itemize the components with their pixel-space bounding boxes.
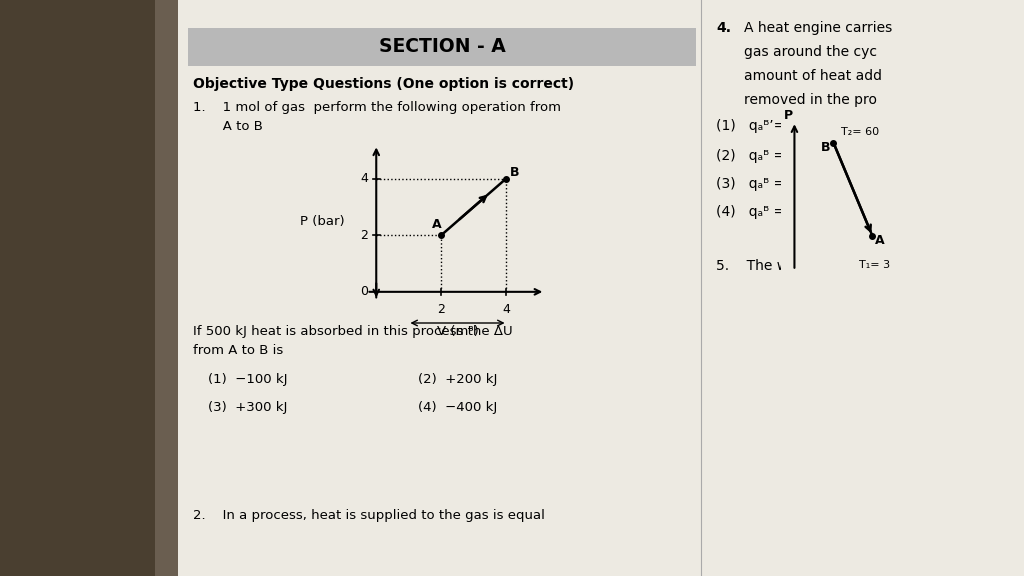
Text: 4.: 4.: [717, 21, 731, 35]
Text: 0: 0: [360, 285, 368, 298]
Text: SECTION - A: SECTION - A: [379, 37, 506, 56]
Bar: [178, 0, 1024, 576]
Text: If 500 kJ heat is absorbed in this process the ΔU: If 500 kJ heat is absorbed in this proce…: [193, 324, 513, 338]
Text: 5.    The work do: 5. The work do: [717, 259, 833, 273]
Text: 4: 4: [503, 302, 510, 316]
Text: (3)  +300 kJ: (3) +300 kJ: [208, 401, 288, 415]
Text: P: P: [784, 109, 794, 122]
Text: (1)   qₐᴮ’= 750: (1) qₐᴮ’= 750: [717, 119, 816, 133]
Text: removed in the pro: removed in the pro: [744, 93, 878, 107]
Text: 1.    1 mol of gas  perform the following operation from: 1. 1 mol of gas perform the following op…: [193, 101, 561, 115]
Text: 2.    In a process, heat is supplied to the gas is equal: 2. In a process, heat is supplied to the…: [193, 510, 545, 522]
Text: (3)   qₐᴮ = 750: (3) qₐᴮ = 750: [717, 177, 816, 191]
Text: (4)   qₐᴮ = 650: (4) qₐᴮ = 650: [717, 205, 816, 219]
Text: 4: 4: [360, 172, 368, 185]
Text: 2: 2: [360, 229, 368, 242]
Text: B: B: [820, 141, 829, 154]
Bar: [155, 0, 180, 576]
Text: (2)   qₐᴮ = 650: (2) qₐᴮ = 650: [717, 149, 816, 163]
Text: A: A: [431, 218, 441, 231]
Text: gas around the cyc: gas around the cyc: [744, 45, 878, 59]
Text: from A to B is: from A to B is: [193, 343, 284, 357]
Text: (2)  +200 kJ: (2) +200 kJ: [418, 373, 498, 385]
Text: amount of heat add: amount of heat add: [744, 69, 883, 83]
Text: (1)  −100 kJ: (1) −100 kJ: [208, 373, 288, 385]
Text: A heat engine carries: A heat engine carries: [744, 21, 893, 35]
Text: (4)  −400 kJ: (4) −400 kJ: [418, 401, 498, 415]
Text: T₁= 3: T₁= 3: [859, 260, 891, 270]
Text: A to B: A to B: [193, 119, 263, 132]
Text: B: B: [510, 166, 519, 179]
Text: 2: 2: [437, 302, 445, 316]
Bar: [188, 28, 696, 66]
Text: T₂= 60: T₂= 60: [842, 127, 880, 137]
Text: A: A: [876, 234, 885, 247]
Text: Objective Type Questions (One option is correct): Objective Type Questions (One option is …: [193, 77, 574, 91]
Text: P (bar): P (bar): [300, 214, 345, 228]
Bar: [0, 0, 175, 576]
Text: V (m³): V (m³): [436, 324, 478, 338]
